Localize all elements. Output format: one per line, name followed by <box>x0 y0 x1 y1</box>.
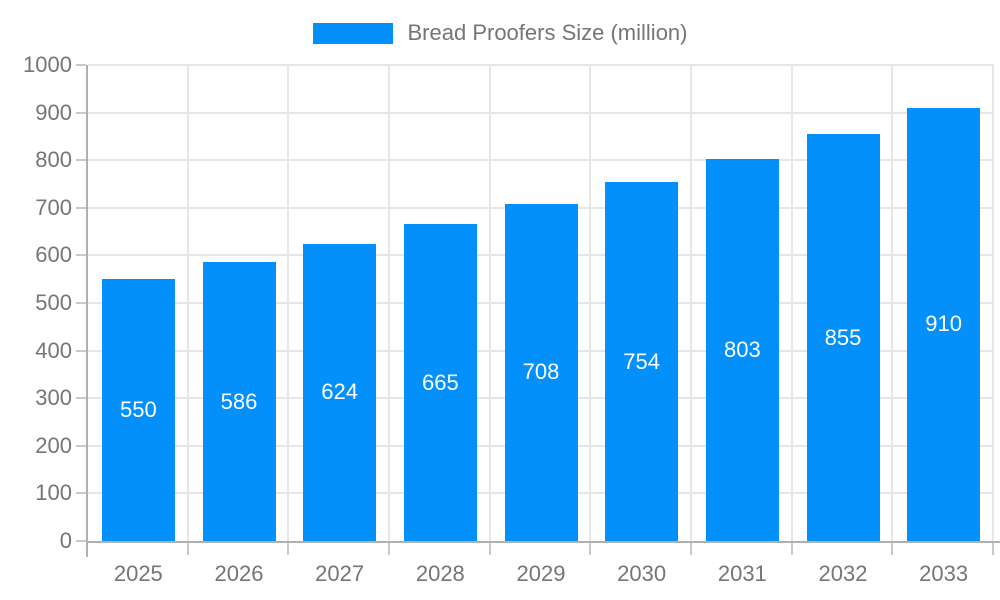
x-tick-label: 2025 <box>113 561 163 586</box>
y-tick-label: 500 <box>35 290 72 315</box>
y-tick <box>76 254 86 257</box>
x-tick <box>690 543 692 555</box>
x-grid-line <box>287 65 290 541</box>
y-tick <box>76 159 86 162</box>
y-tick-label: 0 <box>59 528 72 553</box>
x-axis-line <box>86 541 1000 543</box>
x-grid-line <box>891 65 894 541</box>
bar[interactable]: 665 <box>403 224 477 541</box>
y-tick <box>76 397 86 400</box>
bar[interactable]: 910 <box>907 107 981 541</box>
x-tick <box>186 543 189 555</box>
y-tick-label: 600 <box>35 242 72 268</box>
y-tick-label: 800 <box>35 147 72 173</box>
x-tick <box>287 543 290 555</box>
bar[interactable]: 803 <box>705 158 779 541</box>
x-tick-label: 2027 <box>315 561 365 586</box>
x-tick <box>992 543 994 555</box>
bar-value-label: 550 <box>119 397 157 423</box>
legend: Bread Proofers Size (million) <box>0 20 1000 46</box>
x-tick-label: 2033 <box>919 561 969 586</box>
x-grid-line <box>589 65 592 541</box>
y-grid-line <box>88 64 994 66</box>
x-tick <box>388 543 390 555</box>
y-grid-line <box>88 111 994 114</box>
bar-value-label: 855 <box>824 324 862 350</box>
x-grid-line <box>388 65 390 541</box>
x-tick-label: 2028 <box>415 561 465 586</box>
bar-value-label: 586 <box>220 388 258 414</box>
x-tick-label: 2026 <box>214 561 264 586</box>
y-axis-line <box>86 65 88 557</box>
y-tick-label: 1000 <box>23 52 72 77</box>
y-grid-line <box>88 159 994 162</box>
x-tick <box>790 543 793 555</box>
bar-value-label: 803 <box>723 336 761 362</box>
y-tick <box>76 349 86 352</box>
bar[interactable]: 708 <box>504 203 578 541</box>
y-tick <box>76 444 86 447</box>
y-tick-label: 100 <box>35 480 72 506</box>
x-tick-label: 2032 <box>818 561 868 586</box>
legend-label: Bread Proofers Size (million) <box>407 20 688 45</box>
x-grid-line <box>690 65 692 541</box>
y-tick-label: 400 <box>35 337 72 363</box>
legend-swatch <box>312 22 393 44</box>
bar[interactable]: 624 <box>303 243 377 541</box>
bar-value-label: 910 <box>925 311 963 337</box>
y-tick-label: 900 <box>35 99 72 125</box>
y-tick <box>76 64 86 66</box>
x-tick <box>891 543 894 555</box>
bar-value-label: 754 <box>623 348 661 374</box>
y-tick <box>76 492 86 495</box>
x-grid-line <box>992 65 994 541</box>
x-tick <box>589 543 592 555</box>
y-tick <box>76 206 86 209</box>
bar[interactable]: 754 <box>605 182 679 541</box>
y-tick <box>76 540 86 542</box>
x-tick-label: 2031 <box>717 561 767 586</box>
y-tick-label: 200 <box>35 432 72 458</box>
x-grid-line <box>488 65 491 541</box>
bar[interactable]: 586 <box>202 262 276 541</box>
legend-item[interactable]: Bread Proofers Size (million) <box>312 20 688 46</box>
bar-value-label: 665 <box>421 369 459 395</box>
y-tick <box>76 302 86 304</box>
bar-value-label: 624 <box>321 379 359 405</box>
y-tick <box>76 111 86 114</box>
bar[interactable]: 855 <box>806 134 880 541</box>
x-tick <box>488 543 491 555</box>
bar[interactable]: 550 <box>101 279 175 541</box>
y-tick-label: 300 <box>35 385 72 411</box>
x-grid-line <box>790 65 793 541</box>
x-tick-label: 2029 <box>516 561 566 586</box>
y-tick-label: 700 <box>35 194 72 220</box>
x-grid-line <box>186 65 189 541</box>
bar-value-label: 708 <box>522 359 560 385</box>
x-tick-label: 2030 <box>617 561 667 586</box>
